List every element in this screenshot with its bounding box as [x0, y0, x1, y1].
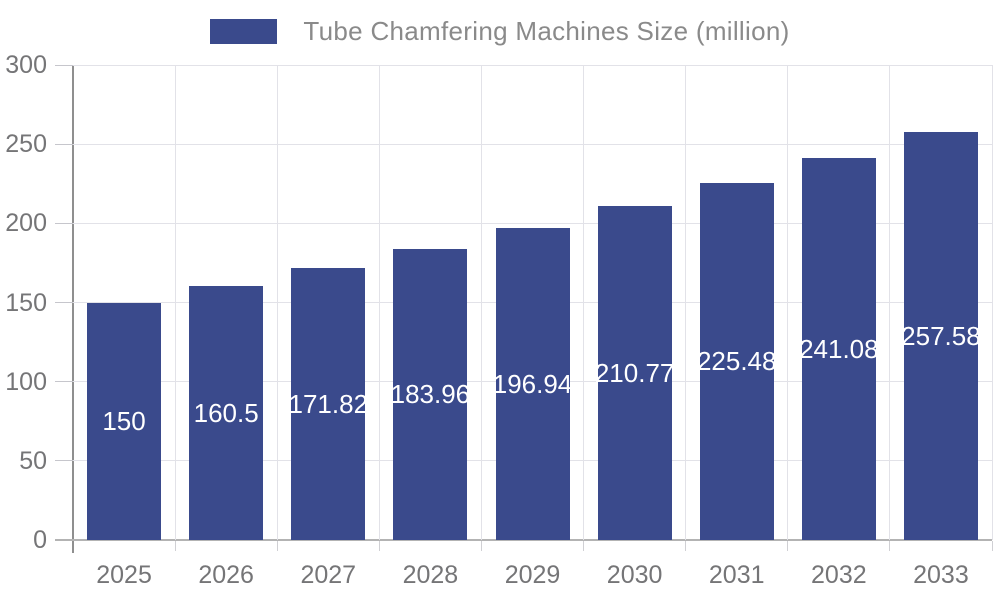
- bar-value-label: 225.48: [696, 346, 777, 377]
- y-axis-tick: [55, 143, 73, 145]
- bar-value-label: 150: [102, 406, 146, 437]
- bar-2027: 171.82: [289, 267, 368, 540]
- y-axis-tick: [55, 460, 73, 462]
- x-axis-tick-label: 2025: [96, 561, 152, 589]
- x-gridline: [685, 65, 687, 540]
- x-axis-tick: [174, 541, 176, 551]
- x-axis-tick: [991, 541, 993, 551]
- bar-value-label: 196.94: [492, 369, 573, 400]
- x-axis-tick-label: 2031: [708, 561, 765, 589]
- x-gridline: [480, 65, 482, 540]
- bar-value-label: 171.82: [288, 388, 369, 419]
- x-axis-tick: [685, 541, 687, 551]
- bar-2031: 225.48: [696, 182, 777, 540]
- x-gridline: [889, 65, 891, 540]
- x-axis-tick-label: 2028: [402, 561, 459, 589]
- x-axis-tick: [378, 541, 380, 551]
- bar-2026: 160.5: [189, 285, 264, 540]
- y-axis-tick: [55, 222, 73, 224]
- x-axis-tick-label: 2030: [606, 561, 663, 589]
- x-gridline: [276, 65, 278, 540]
- bar-value-label: 257.58: [901, 321, 981, 352]
- bar-2025: 150: [87, 302, 162, 540]
- legend-swatch-icon: [210, 19, 278, 44]
- y-axis-tick: [55, 302, 73, 303]
- x-gridline: [583, 65, 585, 540]
- y-axis-tick-label: 200: [5, 209, 47, 238]
- y-gridline: [73, 143, 992, 145]
- legend-item[interactable]: Tube Chamfering Machines Size (million): [0, 16, 1000, 47]
- x-axis-tick: [787, 541, 789, 551]
- y-axis-tick-label: 300: [5, 51, 47, 79]
- y-axis-tick-label: 50: [19, 446, 47, 475]
- bar-value-label: 160.5: [193, 397, 259, 428]
- bar-2029: 196.94: [492, 228, 573, 540]
- y-axis-tick: [55, 381, 73, 383]
- x-axis-tick: [276, 541, 278, 551]
- x-axis-tick-label: 2029: [504, 561, 561, 589]
- x-gridline: [787, 65, 789, 540]
- x-gridline: [174, 65, 176, 540]
- legend-label: Tube Chamfering Machines Size (million): [303, 16, 790, 46]
- y-axis-tick-label: 250: [5, 130, 47, 159]
- x-axis-line: [55, 539, 992, 541]
- x-axis-tick: [480, 541, 482, 551]
- bar-2030: 210.77: [594, 206, 675, 540]
- y-gridline: [73, 64, 992, 66]
- x-axis-tick: [889, 541, 891, 551]
- bar-2028: 183.96: [391, 248, 470, 540]
- y-axis-tick-label: 0: [33, 526, 47, 554]
- bar-2033: 257.58: [901, 132, 981, 540]
- y-axis-line: [72, 65, 74, 553]
- x-gridline: [378, 65, 380, 540]
- x-gridline: [991, 65, 993, 540]
- x-axis-tick: [583, 541, 585, 551]
- y-gridline: [73, 222, 992, 224]
- x-axis-tick-label: 2026: [198, 561, 254, 589]
- bar-value-label: 183.96: [390, 379, 471, 410]
- x-axis-tick-label: 2033: [913, 561, 969, 589]
- y-axis-tick: [55, 64, 73, 66]
- bar-value-label: 210.77: [594, 358, 675, 389]
- x-axis-tick-label: 2032: [811, 561, 867, 589]
- bar-2032: 241.08: [799, 158, 879, 540]
- y-axis-tick-label: 150: [5, 288, 47, 317]
- x-axis-tick-label: 2027: [300, 561, 357, 589]
- bar-value-label: 241.08: [799, 334, 879, 365]
- y-axis-tick-label: 100: [5, 367, 47, 396]
